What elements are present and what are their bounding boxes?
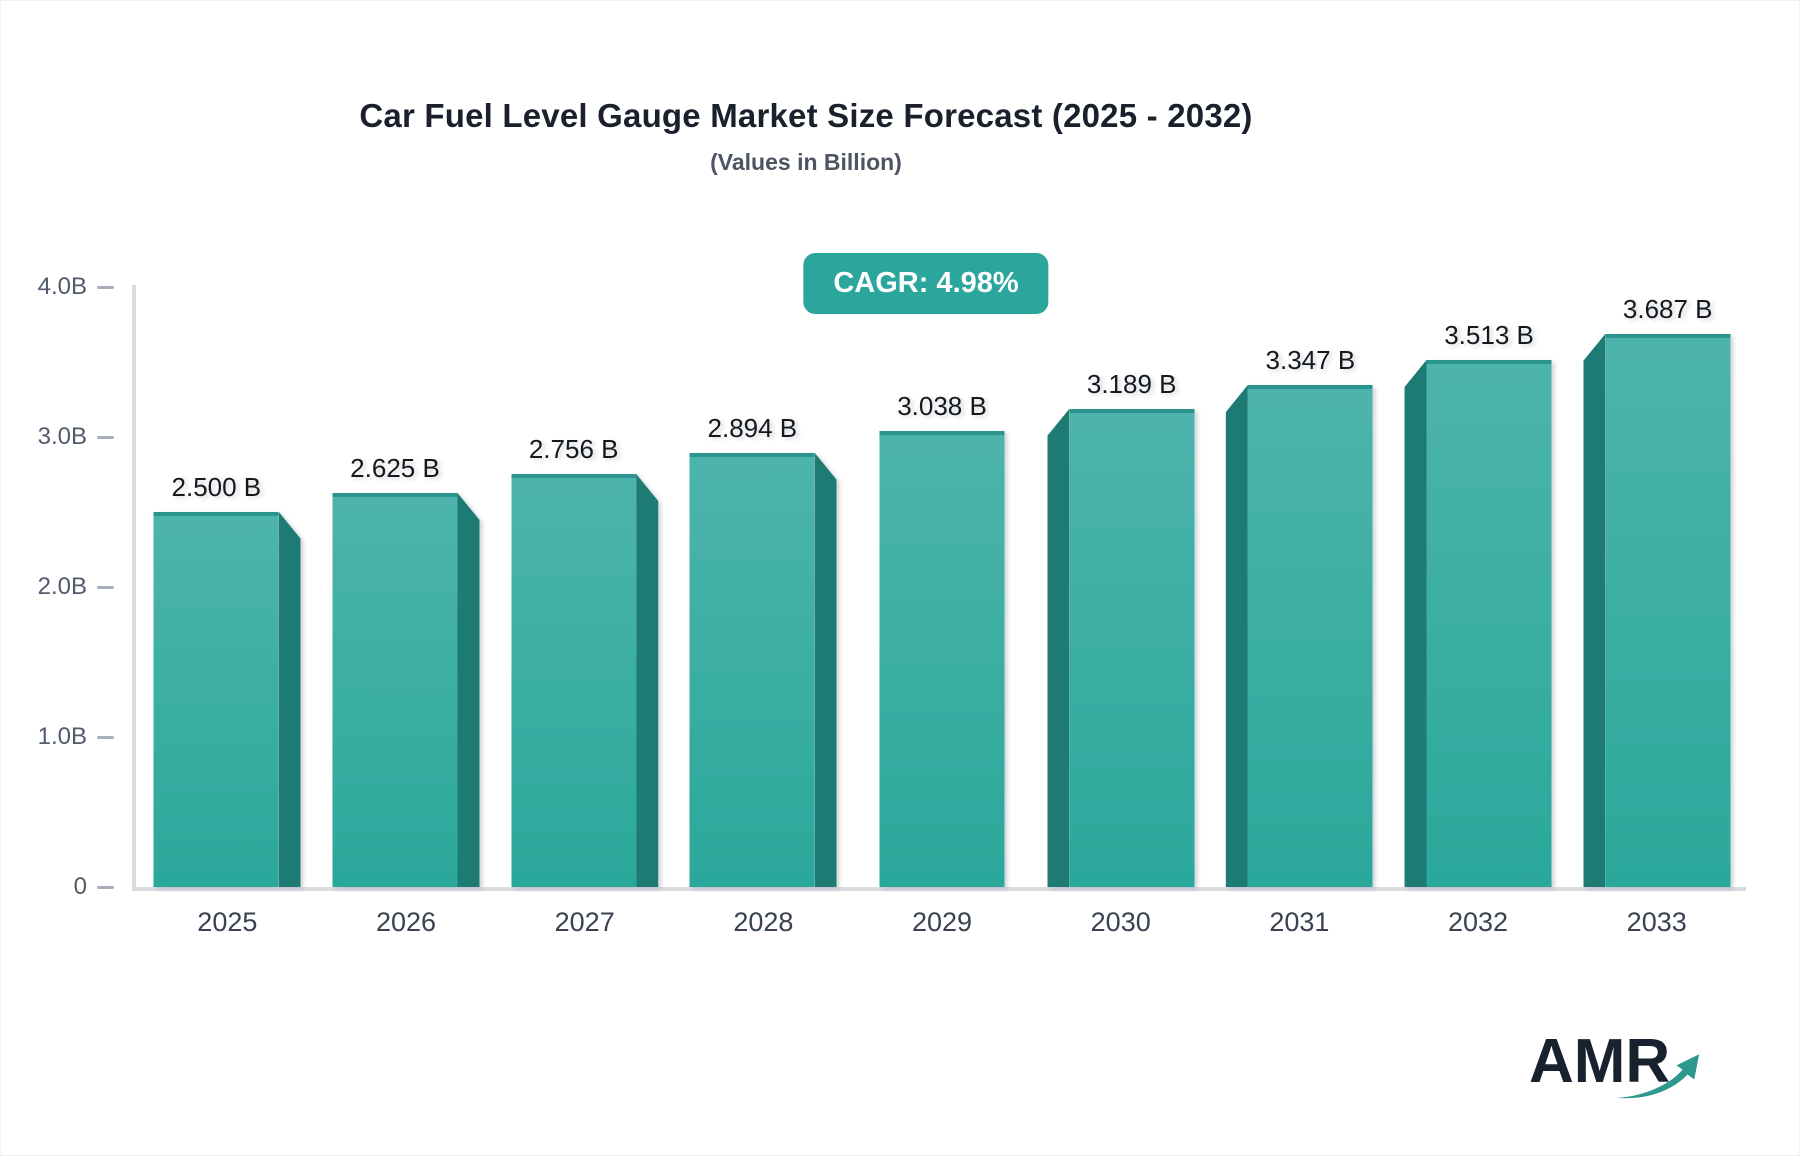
bar-face bbox=[511, 474, 637, 887]
bar-face bbox=[879, 431, 1005, 887]
x-axis-label-2028: 2028 bbox=[733, 907, 794, 937]
y-tick-label: 3.0B bbox=[37, 423, 87, 450]
amr-logo-text: AMR bbox=[1529, 1027, 1671, 1096]
x-axis-label-2030: 2030 bbox=[1090, 907, 1151, 937]
y-tick-mark bbox=[97, 886, 114, 889]
bar-side-face bbox=[1225, 385, 1248, 887]
y-tick-label: 4.0B bbox=[37, 273, 87, 300]
bar-2031: 3.347 B bbox=[1225, 345, 1373, 887]
y-axis-line bbox=[132, 285, 136, 891]
bar-face bbox=[332, 493, 458, 887]
bar-slot-2031: 3.347 B bbox=[1210, 287, 1389, 887]
y-tick-label: 2.0B bbox=[37, 573, 87, 600]
bar-slot-2026: 2.625 B bbox=[317, 287, 496, 887]
x-axis-label-2025: 2025 bbox=[197, 907, 258, 937]
y-tick-mark bbox=[97, 736, 114, 739]
bar-side-face bbox=[278, 512, 301, 887]
bar-value-label: 3.687 B bbox=[1622, 294, 1713, 324]
bar-value-label: 2.500 B bbox=[171, 472, 262, 502]
x-axis-label-2033: 2033 bbox=[1626, 907, 1687, 937]
bar-value-label: 3.347 B bbox=[1265, 345, 1356, 375]
y-tick-mark bbox=[97, 436, 114, 439]
bar-slot-2028: 2.894 B bbox=[674, 287, 853, 887]
chart-title: Car Fuel Level Gauge Market Size Forecas… bbox=[359, 97, 1253, 134]
bar-value-label: 3.513 B bbox=[1444, 320, 1534, 350]
x-axis-labels: 2025 2026 2027 2028 2029 2030 2031 2032 2033 bbox=[138, 907, 1746, 938]
chart-subtitle: (Values in Billion) bbox=[710, 149, 902, 175]
bar-value-label: 2.756 B bbox=[528, 434, 619, 464]
cagr-badge: CAGR: 4.98% bbox=[803, 253, 1049, 314]
bar-value-label: 3.189 B bbox=[1086, 369, 1177, 399]
x-axis-label-2029: 2029 bbox=[911, 907, 973, 937]
x-axis-label-2026: 2026 bbox=[375, 907, 437, 937]
bar-plot-area: 2.500 B 2.625 B 2.756 B 2.894 B 3.038 B 3.189… bbox=[138, 287, 1746, 887]
bar-side-face bbox=[457, 493, 480, 887]
bar-face bbox=[1247, 385, 1373, 887]
bar-side-face bbox=[814, 453, 837, 887]
bar-slot-2030: 3.189 B bbox=[1031, 287, 1210, 887]
bar-value-label: 3.038 B bbox=[897, 391, 987, 421]
bar-slot-2032: 3.513 B bbox=[1389, 287, 1568, 887]
bar-2032: 3.513 B bbox=[1404, 320, 1552, 887]
bar-2028: 2.894 B bbox=[689, 413, 837, 887]
bar-side-face bbox=[1404, 360, 1427, 887]
bar-2029: 3.038 B bbox=[879, 391, 1005, 887]
bar-2033: 3.687 B bbox=[1583, 294, 1731, 887]
bar-face bbox=[689, 453, 815, 887]
amr-logo: AMR bbox=[1529, 1031, 1759, 1121]
bar-face bbox=[1069, 409, 1195, 887]
y-tick-label: 0 bbox=[73, 873, 87, 900]
x-axis-label-2031: 2031 bbox=[1269, 907, 1330, 937]
bar-side-face bbox=[636, 474, 659, 887]
bar-face bbox=[153, 512, 279, 887]
growth-arrow-icon bbox=[1616, 1054, 1700, 1099]
bar-slot-2033: 3.687 B bbox=[1567, 287, 1746, 887]
bar-side-face bbox=[1583, 334, 1606, 887]
bar-slot-2029: 3.038 B bbox=[853, 287, 1032, 887]
bar-face bbox=[1426, 360, 1552, 887]
x-axis-label-2032: 2032 bbox=[1448, 907, 1509, 937]
bar-value-label: 2.625 B bbox=[350, 453, 440, 483]
y-tick-mark bbox=[97, 586, 114, 589]
bar-slot-2027: 2.756 B bbox=[495, 287, 674, 887]
bar-2030: 3.189 B bbox=[1047, 369, 1195, 887]
bar-face bbox=[1605, 334, 1731, 887]
bar-side-face bbox=[1047, 409, 1070, 887]
bar-2025: 2.500 B bbox=[153, 472, 301, 887]
x-axis-line bbox=[132, 887, 1746, 891]
y-tick-mark bbox=[97, 286, 114, 289]
bar-value-label: 2.894 B bbox=[707, 413, 798, 443]
bar-2026: 2.625 B bbox=[332, 453, 480, 887]
bar-2027: 2.756 B bbox=[511, 434, 659, 887]
y-tick-label: 1.0B bbox=[37, 723, 87, 750]
x-axis-label-2027: 2027 bbox=[554, 907, 615, 937]
bar-slot-2025: 2.500 B bbox=[138, 287, 317, 887]
